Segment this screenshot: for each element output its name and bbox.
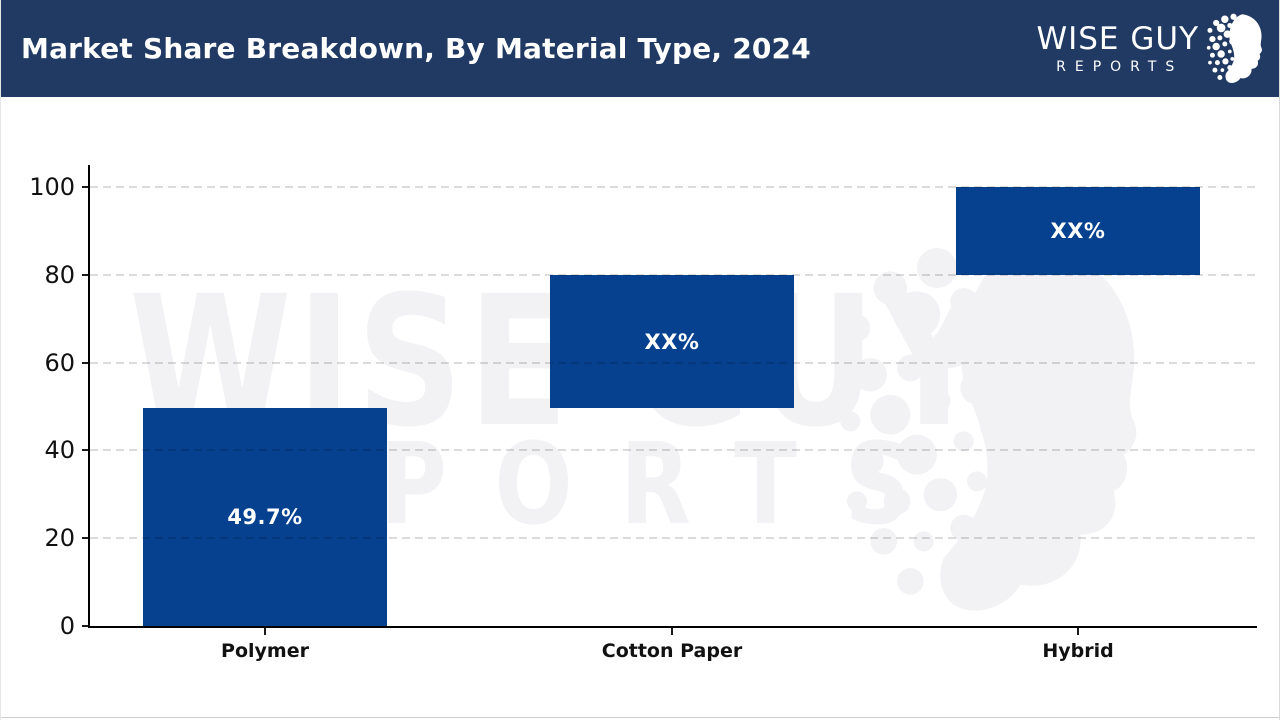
y-axis-tick-label: 20 (44, 524, 75, 553)
chart-title: Market Share Breakdown, By Material Type… (21, 32, 811, 65)
wise-guy-reports-logo: WISE GUY REPORTS (1036, 9, 1267, 89)
y-axis-tick-label: 60 (44, 348, 75, 377)
bar-value-label: 49.7% (227, 504, 303, 529)
y-axis-line (88, 165, 90, 628)
y-tick (82, 361, 90, 364)
gridline-20 (90, 537, 1257, 540)
logo-subtitle: REPORTS (1056, 58, 1184, 75)
dotted-head-icon (1206, 13, 1262, 83)
bar-cotton-paper: XX% (550, 275, 794, 408)
x-axis-label-hybrid: Hybrid (1042, 640, 1114, 662)
gridline-60 (90, 361, 1257, 364)
y-tick (82, 625, 90, 627)
y-tick (82, 186, 90, 188)
bar-value-label: XX% (644, 329, 700, 354)
y-tick (82, 449, 90, 452)
y-axis-tick-label: 40 (44, 436, 75, 465)
y-tick (82, 537, 90, 540)
x-axis-label-polymer: Polymer (221, 640, 309, 662)
y-axis-tick-label: 80 (44, 260, 75, 289)
bottom-border (1, 717, 1279, 718)
header: Market Share Breakdown, By Material Type… (1, 0, 1279, 97)
x-tick (1077, 628, 1079, 635)
x-axis-line (88, 626, 1257, 628)
y-axis-tick-label: 0 (59, 612, 75, 640)
watermark-dotted-head-icon (840, 238, 1137, 611)
bar-value-label: XX% (1050, 219, 1106, 244)
x-tick (264, 628, 266, 635)
gridline-40 (90, 449, 1257, 452)
bar-polymer: 49.7% (143, 407, 387, 626)
logo-wordmark: WISE GUY (1036, 20, 1199, 57)
bar-hybrid: XX% (956, 187, 1200, 276)
gridline-100 (90, 186, 1257, 188)
x-axis-label-cotton-paper: Cotton Paper (601, 640, 743, 662)
logo-text: WISE GUY REPORTS (1036, 20, 1199, 75)
gridline-80 (90, 273, 1257, 276)
y-axis-tick-label: 100 (29, 173, 75, 201)
y-tick (82, 273, 90, 276)
x-tick (671, 628, 673, 635)
